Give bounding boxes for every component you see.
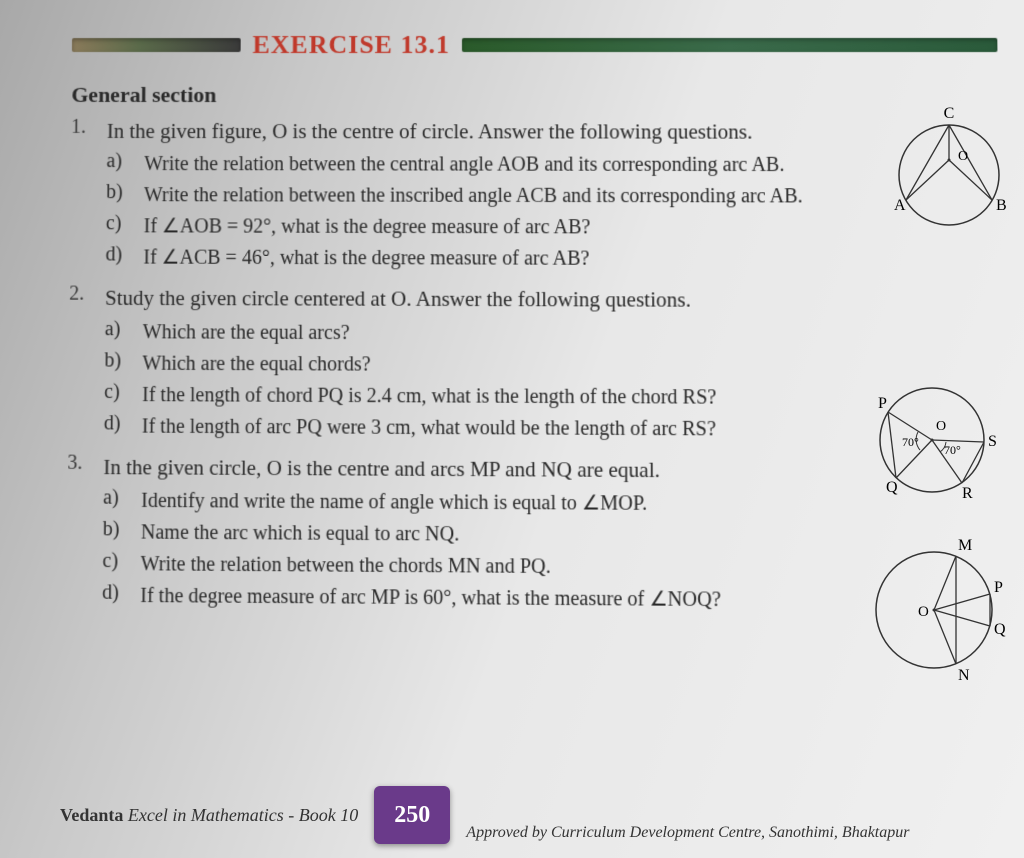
question-number: 3. — [67, 451, 91, 475]
footer-book-rest: Excel in Mathematics - Book 10 — [123, 805, 358, 825]
fig2-label-o: O — [936, 419, 946, 434]
fig3-label-p: P — [994, 579, 1003, 596]
exercise-title-row: EXERCISE 13.1 — [72, 30, 998, 60]
fig3-label-n: N — [958, 667, 970, 684]
fig2-label-q: Q — [886, 479, 898, 496]
sub-label: c) — [106, 213, 134, 236]
fig2-label-r: R — [962, 485, 973, 502]
fig1-label-o: O — [958, 149, 968, 164]
fig2-label-p: P — [878, 395, 887, 412]
question-text: Study the given circle centered at O. An… — [105, 283, 1001, 317]
title-bar-left — [72, 38, 241, 52]
fig3-label-o: O — [918, 604, 929, 620]
sub-text: If ∠ACB = 46°, what is the degree measur… — [143, 244, 1000, 276]
fig2-angle-right: 70° — [944, 443, 961, 457]
sub-text: Write the relation between the inscribed… — [144, 182, 1000, 213]
fig2-label-s: S — [988, 433, 997, 450]
fig1-label-a: A — [894, 197, 906, 214]
sub-label: d) — [105, 244, 133, 267]
section-heading: General section — [71, 82, 998, 109]
sub-text: If ∠AOB = 92°, what is the degree measur… — [144, 213, 1000, 244]
sub-label: d) — [104, 412, 132, 435]
fig2-angle-left: 70° — [902, 435, 919, 449]
sub-label: a) — [105, 318, 133, 341]
footer-approved-text: Approved by Curriculum Development Centr… — [466, 824, 1004, 844]
fig3-label-m: M — [958, 537, 972, 554]
sub-label: d) — [102, 582, 130, 606]
sub-label: b) — [106, 181, 134, 204]
question-number: 1. — [71, 116, 95, 139]
question-text: In the given figure, O is the centre of … — [107, 116, 999, 148]
sub-label: c) — [104, 381, 132, 404]
page-number-badge: 250 — [374, 786, 450, 844]
sub-label: b) — [104, 349, 132, 372]
fig1-label-c: C — [944, 105, 955, 122]
footer: Vedanta Excel in Mathematics - Book 10 2… — [60, 786, 1004, 844]
figure-circle-mnpq: M P O Q N — [864, 530, 1014, 695]
footer-book-brand: Vedanta — [60, 805, 123, 825]
sub-text: Write the relation between the central a… — [144, 150, 999, 180]
question-number: 2. — [69, 283, 93, 306]
figure-circle-pqrs: P O S Q R 70° 70° — [860, 370, 1010, 515]
sub-text: Which are the equal arcs? — [143, 318, 1002, 351]
figure-circle-aob: C O A B — [884, 100, 1014, 245]
sub-label: a) — [106, 150, 134, 173]
fig3-label-q: Q — [994, 621, 1006, 638]
sub-label: b) — [103, 518, 131, 542]
title-bar-right — [462, 38, 998, 52]
question-1: 1. In the given figure, O is the centre … — [69, 116, 1000, 276]
fig1-label-b: B — [996, 197, 1007, 214]
sub-label: c) — [102, 550, 130, 574]
footer-book-title: Vedanta Excel in Mathematics - Book 10 — [60, 805, 358, 826]
sub-label: a) — [103, 487, 131, 511]
exercise-title: EXERCISE 13.1 — [252, 30, 449, 60]
